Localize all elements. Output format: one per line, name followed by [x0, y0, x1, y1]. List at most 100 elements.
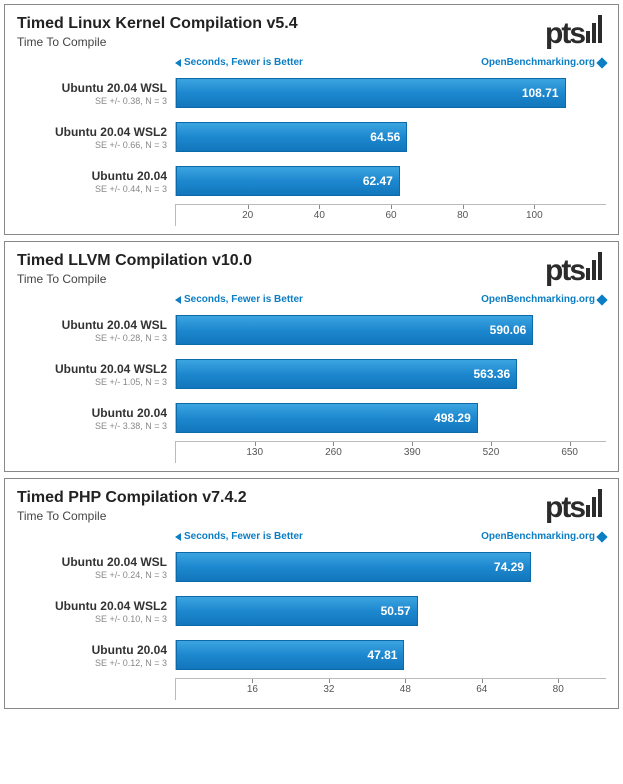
axis-tick-label: 650 [561, 447, 578, 458]
pts-logo-bars-icon [586, 489, 602, 517]
bar-row: Ubuntu 20.04 WSLSE +/- 0.28, N = 3 590.06 [17, 309, 606, 351]
link-marker-icon [596, 294, 607, 305]
bar-value: 47.81 [367, 648, 397, 662]
arrow-left-icon [175, 533, 181, 541]
chart-topinfo: Seconds, Fewer is Better OpenBenchmarking… [5, 292, 618, 307]
fewer-is-better-label: Seconds, Fewer is Better [175, 294, 303, 305]
bar-se-label: SE +/- 0.24, N = 3 [17, 570, 167, 580]
bar-fill: 498.29 [176, 403, 478, 433]
bar-fill: 74.29 [176, 552, 531, 582]
fewer-is-better-label: Seconds, Fewer is Better [175, 57, 303, 68]
bar-row: Ubuntu 20.04SE +/- 0.44, N = 3 62.47 [17, 160, 606, 202]
bar-se-label: SE +/- 0.12, N = 3 [17, 658, 167, 668]
bar-value: 64.56 [370, 130, 400, 144]
pts-logo: pts [545, 15, 606, 51]
bar-fill: 563.36 [176, 359, 517, 389]
chart-subtitle: Time To Compile [17, 509, 545, 523]
bar-row: Ubuntu 20.04 WSL2SE +/- 1.05, N = 3 563.3… [17, 353, 606, 395]
bar-se-label: SE +/- 1.05, N = 3 [17, 377, 167, 387]
bar-label: Ubuntu 20.04 WSL2 [17, 125, 167, 139]
bar-fill: 590.06 [176, 315, 533, 345]
axis-tick-label: 16 [247, 684, 258, 695]
axis-tick-label: 80 [457, 210, 468, 221]
x-axis: 130 260 390 520 650 [17, 441, 606, 463]
pts-logo: pts [545, 252, 606, 288]
bar-value: 590.06 [490, 323, 527, 337]
axis-tick-label: 390 [404, 447, 421, 458]
openbenchmarking-link[interactable]: OpenBenchmarking.org [481, 294, 606, 305]
bar-fill: 50.57 [176, 596, 418, 626]
chart-body: Ubuntu 20.04 WSLSE +/- 0.24, N = 374.29U… [5, 544, 618, 708]
bar-fill: 64.56 [176, 122, 407, 152]
bar-label: Ubuntu 20.04 [17, 169, 167, 183]
axis-tick-label: 20 [242, 210, 253, 221]
axis-tick-label: 32 [323, 684, 334, 695]
pts-logo-text: pts [545, 491, 584, 525]
bar-fill: 108.71 [176, 78, 566, 108]
chart-subtitle: Time To Compile [17, 35, 545, 49]
bar-se-label: SE +/- 0.10, N = 3 [17, 614, 167, 624]
pts-logo-bars-icon [586, 252, 602, 280]
axis-tick-label: 80 [553, 684, 564, 695]
bar-value: 498.29 [434, 411, 471, 425]
bar-value: 74.29 [494, 560, 524, 574]
bar-se-label: SE +/- 3.38, N = 3 [17, 421, 167, 431]
axis-tick-label: 520 [483, 447, 500, 458]
bar-row: Ubuntu 20.04 WSL2SE +/- 0.66, N = 3 64.56 [17, 116, 606, 158]
bar-label: Ubuntu 20.04 [17, 406, 167, 420]
bar-label: Ubuntu 20.04 [17, 643, 167, 657]
bar-label: Ubuntu 20.04 WSL2 [17, 599, 167, 613]
chart-topinfo: Seconds, Fewer is Better OpenBenchmarking… [5, 529, 618, 544]
chart-panel: Timed Linux Kernel Compilation v5.4 Time … [4, 4, 619, 235]
pts-logo-text: pts [545, 17, 584, 51]
bar-se-label: SE +/- 0.66, N = 3 [17, 140, 167, 150]
chart-body: Ubuntu 20.04 WSLSE +/- 0.38, N = 3 108.71… [5, 70, 618, 234]
bar-fill: 47.81 [176, 640, 404, 670]
chart-title: Timed Linux Kernel Compilation v5.4 [17, 15, 545, 33]
link-marker-icon [596, 57, 607, 68]
chart-panel: Timed PHP Compilation v7.4.2 Time To Comp… [4, 478, 619, 709]
axis-tick-label: 260 [325, 447, 342, 458]
bar-row: Ubuntu 20.04 WSLSE +/- 0.24, N = 3 74.29 [17, 546, 606, 588]
bar-label: Ubuntu 20.04 WSL [17, 318, 167, 332]
axis-tick-label: 40 [314, 210, 325, 221]
x-axis: 20 40 60 80 100 [17, 204, 606, 226]
bar-se-label: SE +/- 0.38, N = 3 [17, 96, 167, 106]
pts-logo-bars-icon [586, 15, 602, 43]
pts-logo: pts [545, 489, 606, 525]
bar-row: Ubuntu 20.04 WSLSE +/- 0.38, N = 3 108.71 [17, 72, 606, 114]
chart-title: Timed LLVM Compilation v10.0 [17, 252, 545, 270]
axis-tick-label: 130 [246, 447, 263, 458]
bar-label: Ubuntu 20.04 WSL [17, 81, 167, 95]
bar-row: Ubuntu 20.04 WSL2SE +/- 0.10, N = 3 50.57 [17, 590, 606, 632]
chart-topinfo: Seconds, Fewer is Better OpenBenchmarking… [5, 55, 618, 70]
bar-fill: 62.47 [176, 166, 400, 196]
chart-header: Timed PHP Compilation v7.4.2 Time To Comp… [5, 479, 618, 529]
openbenchmarking-link[interactable]: OpenBenchmarking.org [481, 57, 606, 68]
bar-label: Ubuntu 20.04 WSL2 [17, 362, 167, 376]
x-axis: 16 32 48 64 80 [17, 678, 606, 700]
bar-se-label: SE +/- 0.44, N = 3 [17, 184, 167, 194]
axis-tick-label: 48 [400, 684, 411, 695]
chart-title: Timed PHP Compilation v7.4.2 [17, 489, 545, 507]
openbenchmarking-link[interactable]: OpenBenchmarking.org [481, 531, 606, 542]
bar-row: Ubuntu 20.04SE +/- 3.38, N = 3 498.29 [17, 397, 606, 439]
bar-value: 50.57 [381, 604, 411, 618]
axis-tick-label: 64 [476, 684, 487, 695]
arrow-left-icon [175, 59, 181, 67]
pts-logo-text: pts [545, 254, 584, 288]
axis-tick-label: 60 [385, 210, 396, 221]
arrow-left-icon [175, 296, 181, 304]
chart-header: Timed Linux Kernel Compilation v5.4 Time … [5, 5, 618, 55]
chart-body: Ubuntu 20.04 WSLSE +/- 0.28, N = 3 590.06… [5, 307, 618, 471]
bar-row: Ubuntu 20.04SE +/- 0.12, N = 3 47.81 [17, 634, 606, 676]
fewer-is-better-label: Seconds, Fewer is Better [175, 531, 303, 542]
chart-panel: Timed LLVM Compilation v10.0 Time To Comp… [4, 241, 619, 472]
axis-tick-label: 100 [526, 210, 543, 221]
chart-header: Timed LLVM Compilation v10.0 Time To Comp… [5, 242, 618, 292]
bar-label: Ubuntu 20.04 WSL [17, 555, 167, 569]
chart-subtitle: Time To Compile [17, 272, 545, 286]
bar-value: 563.36 [473, 367, 510, 381]
bar-value: 108.71 [522, 86, 559, 100]
bar-se-label: SE +/- 0.28, N = 3 [17, 333, 167, 343]
